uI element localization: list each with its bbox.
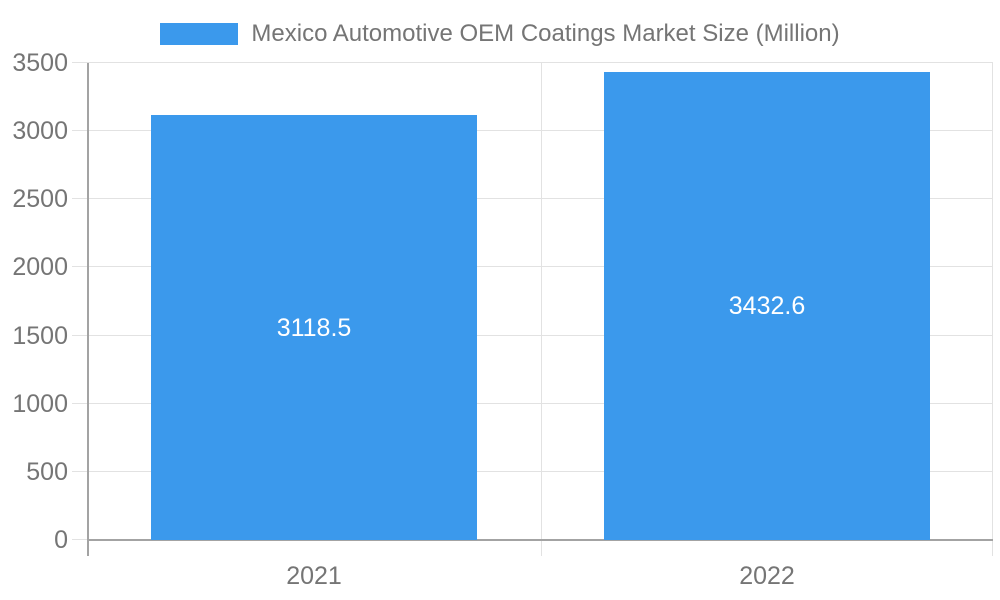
plot-right-border	[992, 63, 993, 556]
legend-swatch	[160, 23, 239, 45]
y-tick-mark	[72, 539, 88, 540]
y-gridline	[72, 62, 993, 63]
x-axis-line	[88, 539, 993, 541]
y-axis-line	[87, 63, 89, 556]
y-tick-label: 2000	[12, 253, 68, 281]
y-tick-label: 500	[26, 458, 68, 486]
y-gridline	[72, 130, 993, 131]
y-tick-label: 1500	[12, 322, 68, 350]
y-gridline	[72, 198, 993, 199]
y-tick-label: 1000	[12, 390, 68, 418]
y-tick-label: 0	[54, 526, 68, 554]
bar-2021	[151, 115, 477, 540]
y-tick-label: 3000	[12, 117, 68, 145]
y-tick-label: 3500	[12, 49, 68, 77]
y-tick-label: 2500	[12, 185, 68, 213]
y-gridline	[72, 335, 993, 336]
bar-2022	[604, 72, 930, 540]
y-gridline	[72, 266, 993, 267]
y-gridline	[72, 403, 993, 404]
bar-value-label: 3118.5	[276, 314, 352, 342]
legend-label: Mexico Automotive OEM Coatings Market Si…	[251, 20, 840, 47]
bar-value-label: 3432.6	[728, 292, 806, 320]
y-gridline	[72, 471, 993, 472]
category-separator	[541, 63, 542, 556]
legend: Mexico Automotive OEM Coatings Market Si…	[0, 20, 1000, 48]
x-tick-label: 2022	[739, 562, 795, 590]
x-tick-label: 2021	[286, 562, 342, 590]
